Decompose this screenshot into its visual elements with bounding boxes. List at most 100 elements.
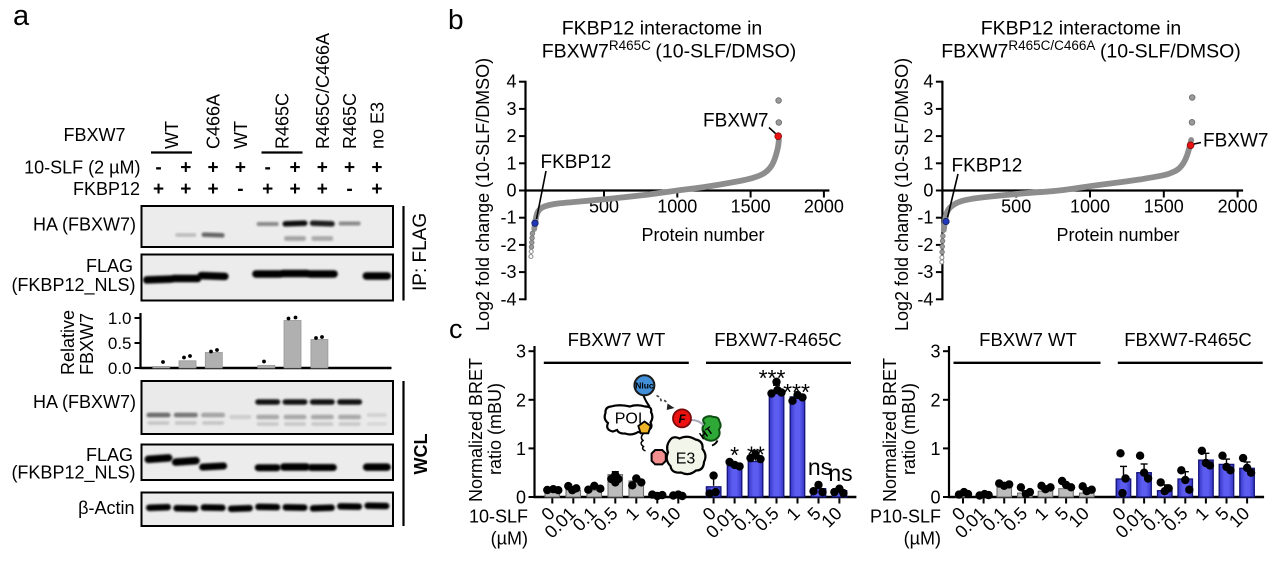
svg-text:ratio (mBU): ratio (mBU) [485,383,505,475]
svg-text:Relative: Relative [58,310,78,375]
svg-text:10-SLF: 10-SLF [469,507,528,527]
svg-text:1: 1 [516,439,526,459]
svg-text:WCL: WCL [411,434,431,475]
svg-text:FBXW7: FBXW7 [703,111,768,132]
svg-text:FBXW7-R465C: FBXW7-R465C [1124,329,1251,350]
svg-text:1: 1 [506,153,516,173]
svg-text:-: - [265,158,271,179]
svg-text:FLAG: FLAG [86,256,133,276]
svg-text:c: c [449,314,463,344]
svg-text:4: 4 [506,72,516,92]
svg-text:0: 0 [506,181,516,201]
svg-text:ratio (mBU): ratio (mBU) [899,383,919,475]
svg-text:+: + [289,158,300,179]
svg-text:ns: ns [808,454,832,480]
svg-text:+: + [262,179,273,200]
svg-text:1500: 1500 [1144,197,1184,217]
svg-text:+: + [371,158,382,179]
svg-text:a: a [13,0,30,32]
svg-text:FBXW7: FBXW7 [1203,131,1268,152]
svg-text:10: 10 [1065,503,1093,531]
svg-text:0: 0 [930,488,940,508]
svg-text:2: 2 [923,126,933,146]
svg-text:FKBP12 interactome in: FKBP12 interactome in [981,17,1182,39]
svg-text:Protein number: Protein number [641,225,764,245]
svg-text:1: 1 [621,503,642,524]
svg-text:ns: ns [828,460,852,486]
svg-text:-1: -1 [500,208,516,228]
svg-text:FBXW7: FBXW7 [77,313,97,375]
svg-text:C466A: C466A [204,94,224,149]
svg-text:-: - [155,158,161,179]
svg-text:FBXW7R465C(10-SLF/DMSO): FBXW7R465C (10-SLF/DMSO) [542,38,797,63]
svg-text:Log2 fold change (10-SLF/DMSO): Log2 fold change (10-SLF/DMSO) [892,58,912,331]
svg-text:(µM): (µM) [904,529,941,549]
svg-text:1000: 1000 [1070,197,1110,217]
svg-text:FBXW7: FBXW7 [63,125,125,145]
svg-text:-: - [346,179,352,200]
svg-text:R465C: R465C [340,93,360,149]
svg-text:0: 0 [923,181,933,201]
svg-text:FBXW7-R465C: FBXW7-R465C [714,329,841,350]
svg-text:Nluc: Nluc [635,381,654,391]
svg-text:+: + [371,179,382,200]
svg-text:3: 3 [923,99,933,119]
svg-text:+: + [153,179,164,200]
svg-text:-1: -1 [917,208,933,228]
svg-text:(FKBP12_NLS): (FKBP12_NLS) [11,275,135,296]
svg-text:1: 1 [783,503,804,524]
svg-text:FKBP12: FKBP12 [952,156,1023,177]
svg-text:POI: POI [615,411,643,428]
svg-text:-2: -2 [500,235,516,255]
svg-text:***: *** [783,379,810,405]
svg-text:3: 3 [506,99,516,119]
svg-text:HA (FBXW7): HA (FBXW7) [33,392,136,412]
svg-text:2000: 2000 [804,197,844,217]
svg-text:500: 500 [1001,197,1031,217]
svg-text:3: 3 [516,342,526,362]
svg-text:(µM): (µM) [491,529,528,549]
svg-text:FKBP12: FKBP12 [73,179,140,199]
svg-text:***: *** [759,365,786,391]
svg-text:β-Actin: β-Actin [78,498,134,518]
svg-text:10-SLF (2 µM): 10-SLF (2 µM) [24,158,140,178]
svg-text:1: 1 [1031,503,1052,524]
svg-text:0.5: 0.5 [108,334,132,353]
svg-text:2: 2 [506,126,516,146]
svg-text:P10-SLF: P10-SLF [870,507,941,527]
svg-text:*: * [730,442,739,468]
svg-text:-4: -4 [917,289,933,309]
svg-text:WT: WT [231,121,251,149]
svg-text:IP: FLAG: IP: FLAG [410,213,431,291]
svg-text:0.5: 0.5 [590,503,622,535]
svg-text:0: 0 [516,488,526,508]
svg-text:-: - [237,179,243,200]
svg-text:+: + [235,158,246,179]
svg-text:1: 1 [923,153,933,173]
svg-text:FBXW7 WT: FBXW7 WT [979,329,1077,350]
svg-text:-3: -3 [917,262,933,282]
svg-text:+: + [289,179,300,200]
svg-text:FKBP12 interactome in: FKBP12 interactome in [562,17,763,39]
svg-text:+: + [208,158,219,179]
svg-text:FLAG: FLAG [86,445,133,465]
svg-text:1000: 1000 [657,197,697,217]
svg-text:+: + [180,179,191,200]
svg-text:no E3: no E3 [367,102,387,149]
svg-text:+: + [317,158,328,179]
svg-text:3: 3 [930,342,940,362]
svg-text:(FKBP12_NLS): (FKBP12_NLS) [11,463,135,484]
svg-text:0.5: 0.5 [751,503,783,535]
svg-text:F: F [678,414,686,426]
svg-text:+: + [180,158,191,179]
svg-text:10: 10 [656,503,684,531]
svg-text:2000: 2000 [1218,197,1258,217]
svg-text:1.0: 1.0 [108,309,132,328]
svg-text:0.0: 0.0 [108,359,132,378]
svg-text:10: 10 [817,503,845,531]
svg-text:1: 1 [930,439,940,459]
svg-text:2: 2 [930,390,940,410]
svg-text:WT: WT [162,121,182,149]
svg-text:1: 1 [1191,503,1212,524]
svg-text:-3: -3 [500,262,516,282]
